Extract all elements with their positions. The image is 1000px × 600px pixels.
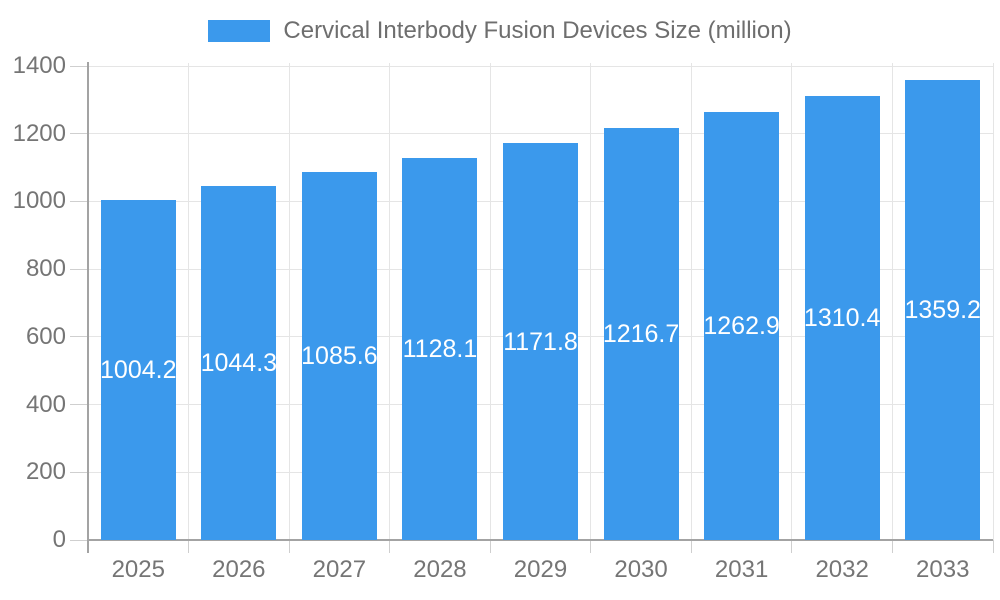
y-tick-label: 0 xyxy=(52,526,66,553)
y-axis-tick xyxy=(70,133,88,135)
bar-value-label: 1171.8 xyxy=(503,327,578,356)
y-axis-tick xyxy=(70,471,88,473)
bar[interactable] xyxy=(503,143,578,540)
x-axis-tick xyxy=(992,540,994,553)
legend[interactable]: Cervical Interbody Fusion Devices Size (… xyxy=(0,18,1000,44)
y-axis-tick xyxy=(70,336,88,338)
y-axis-line xyxy=(86,62,89,553)
y-tick-label: 1400 xyxy=(12,52,66,79)
x-axis-tick xyxy=(389,540,391,553)
bar-value-label: 1262.9 xyxy=(703,312,780,341)
vertical-gridline xyxy=(992,63,994,540)
x-tick-label: 2025 xyxy=(111,556,165,583)
x-axis-tick xyxy=(791,540,793,553)
bar-value-label: 1310.4 xyxy=(803,304,881,333)
vertical-gridline xyxy=(389,63,391,540)
x-tick-label: 2027 xyxy=(312,556,367,583)
bar[interactable] xyxy=(100,200,176,540)
y-tick-label: 400 xyxy=(25,390,66,418)
vertical-gridline xyxy=(791,63,793,540)
bar-value-label: 1004.2 xyxy=(100,356,177,384)
bar-value-label: 1359.2 xyxy=(904,295,981,324)
bar[interactable] xyxy=(301,172,377,540)
vertical-gridline xyxy=(489,63,491,540)
y-tick-label: 200 xyxy=(25,458,66,486)
legend-swatch xyxy=(208,20,271,42)
bar[interactable] xyxy=(905,79,981,540)
bar[interactable] xyxy=(402,158,478,540)
bar[interactable] xyxy=(704,112,780,540)
y-axis-tick xyxy=(70,268,88,270)
x-axis-tick xyxy=(590,540,592,553)
bar[interactable] xyxy=(804,96,880,540)
x-tick-label: 2033 xyxy=(916,556,970,583)
vertical-gridline xyxy=(690,63,692,540)
bar-value-label: 1085.6 xyxy=(301,342,378,371)
x-tick-label: 2031 xyxy=(714,556,769,583)
y-tick-label: 1200 xyxy=(12,119,66,147)
vertical-gridline xyxy=(590,63,592,540)
vertical-gridline xyxy=(288,63,290,540)
y-tick-label: 800 xyxy=(25,255,66,283)
x-tick-label: 2030 xyxy=(614,556,668,583)
y-axis-tick xyxy=(70,65,88,67)
y-axis-tick xyxy=(70,404,88,406)
vertical-gridline xyxy=(188,63,190,540)
x-tick-label: 2032 xyxy=(815,556,869,583)
x-tick-label: 2028 xyxy=(413,556,467,583)
x-tick-label: 2029 xyxy=(513,556,568,583)
bar-value-label: 1216.7 xyxy=(602,320,680,349)
x-axis-tick xyxy=(690,540,692,553)
bar[interactable] xyxy=(603,128,679,540)
bar-value-label: 1128.1 xyxy=(402,335,478,364)
y-axis-tick xyxy=(70,539,88,541)
y-axis-tick xyxy=(70,200,88,202)
bar[interactable] xyxy=(201,186,277,540)
x-axis-tick xyxy=(288,540,290,553)
y-tick-label: 600 xyxy=(25,322,66,350)
vertical-gridline xyxy=(891,63,893,540)
bar-value-label: 1044.3 xyxy=(200,349,278,378)
y-tick-label: 1000 xyxy=(12,187,66,215)
x-axis-tick xyxy=(489,540,491,553)
x-axis-tick xyxy=(188,540,190,553)
x-tick-label: 2026 xyxy=(212,556,266,583)
legend-label: Cervical Interbody Fusion Devices Size (… xyxy=(283,17,792,44)
x-axis-tick xyxy=(891,540,893,553)
horizontal-gridline xyxy=(88,65,993,67)
